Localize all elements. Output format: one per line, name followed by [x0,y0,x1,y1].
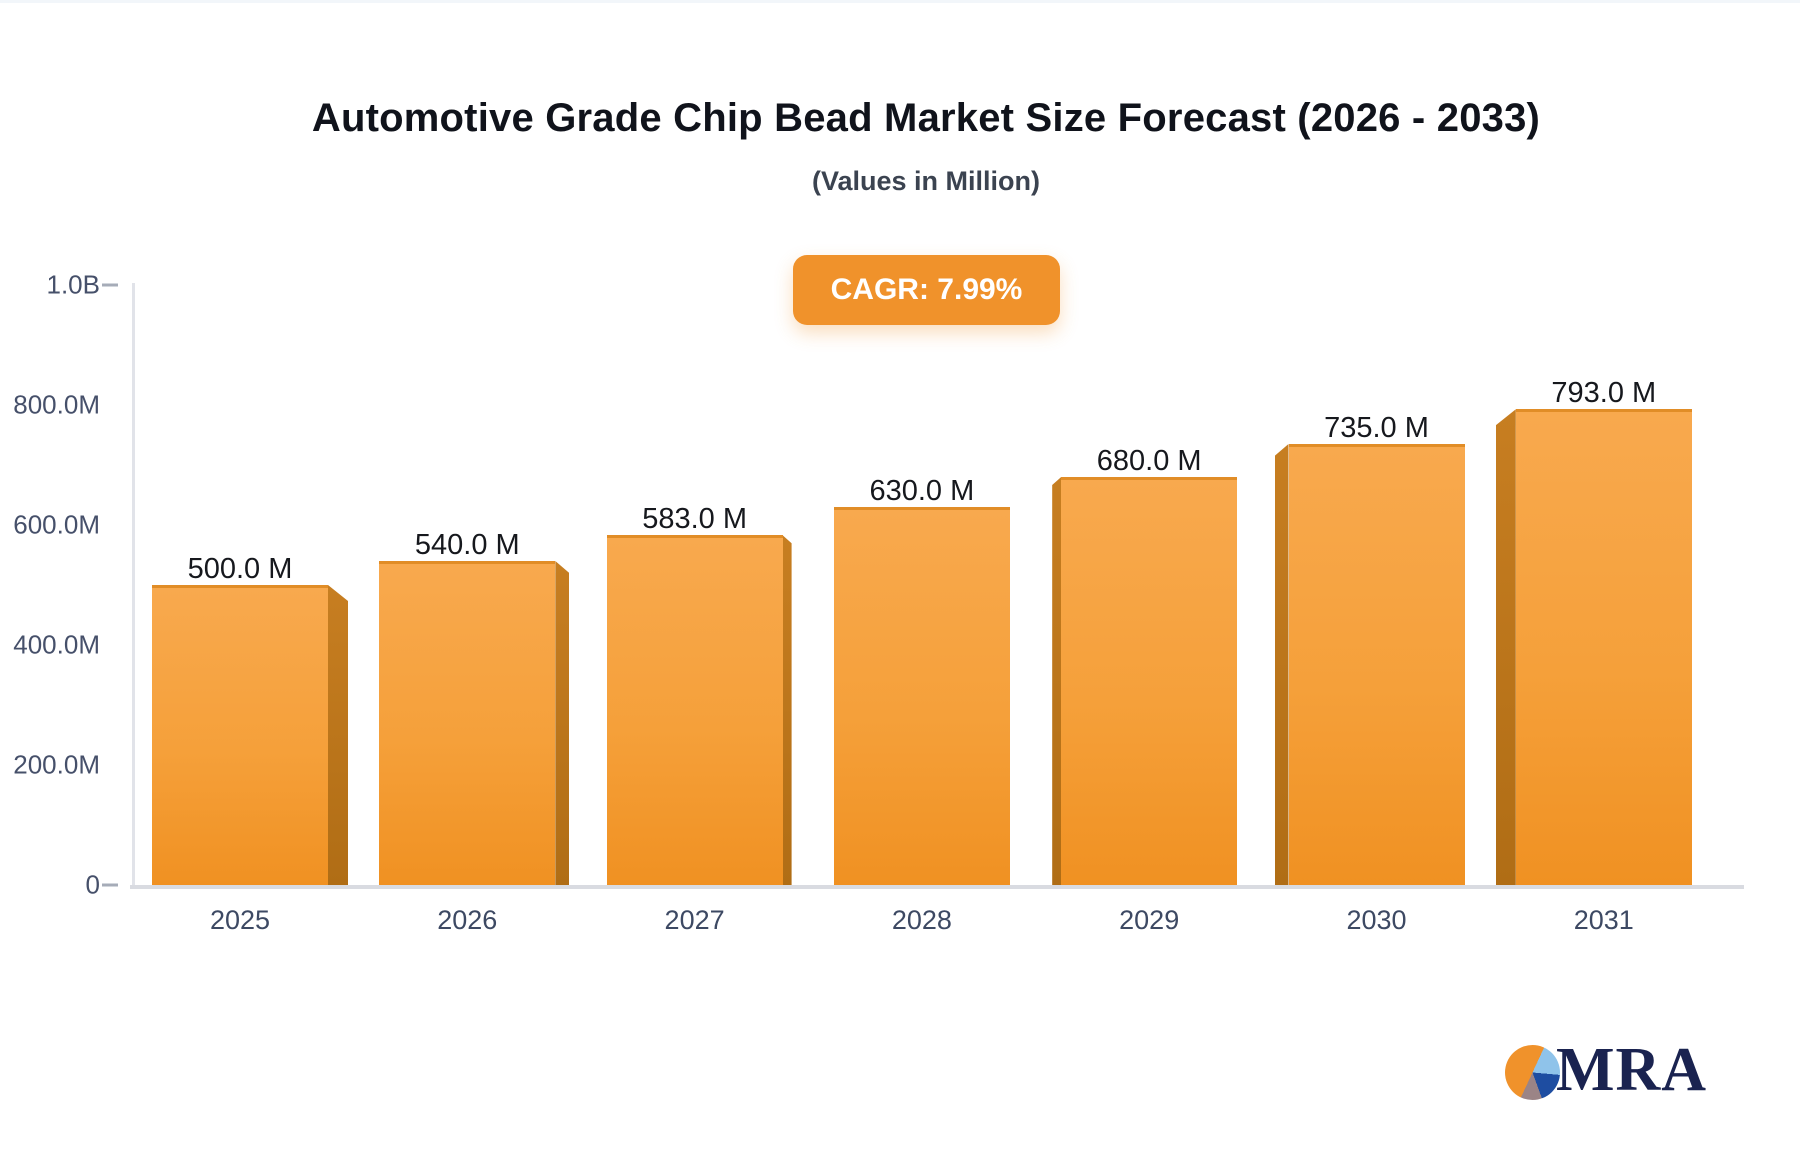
bar-2027 [606,535,783,885]
x-axis-line [130,885,1744,889]
bar-2025-side-face [328,585,348,885]
bar-2031 [1515,409,1692,885]
y-tick-label: 400.0M [13,629,100,660]
y-tick-label: 200.0M [13,749,100,780]
y-tick-label: 1.0B [46,269,101,300]
bar-2031-value-label: 793.0 M [1551,377,1657,410]
pie-chart-icon [1505,1045,1560,1100]
bar-2026-side-face [555,561,570,885]
logo-text: MRA [1556,1035,1708,1104]
x-axis-label-2025: 2025 [209,905,271,935]
cagr-badge: CAGR: 7.99% [793,255,1060,325]
bar-2030 [1288,444,1465,885]
y-tick-mark [102,283,118,287]
bar-2029-value-label: 680.0 M [1096,445,1202,477]
bar-2029-side-face [1052,477,1062,885]
bar-2030-value-label: 735.0 M [1324,412,1429,444]
bar-2028-value-label: 630.0 M [869,475,975,507]
bar-2027-value-label: 583.0 M [642,503,747,536]
bar-2026 [379,561,556,885]
cagr-badge-label: CAGR: 7.99% [830,273,1023,306]
x-axis-label-2031: 2031 [1573,905,1634,935]
y-tick-label: 600.0M [13,509,100,540]
bar-2025-value-label: 500.0 M [187,553,293,585]
chart-subtitle: (Values in Million) [811,166,1041,196]
bar-2027-side-face [782,535,792,885]
top-border-strip [0,0,1800,3]
y-axis-line [132,283,135,885]
bar-2026-value-label: 540.0 M [414,529,520,561]
x-axis-label-2029: 2029 [1119,905,1180,935]
bar-2025 [152,585,328,885]
x-axis-label-2030: 2030 [1346,905,1407,935]
bar-2028 [833,507,1010,885]
chart-title: Automotive Grade Chip Bead Market Size F… [311,96,1541,140]
y-tick-mark [102,883,118,887]
x-axis-label-2028: 2028 [891,905,952,935]
y-tick-label: 0 [85,869,100,900]
bar-2031-side-face [1495,409,1516,885]
x-axis-label-2027: 2027 [664,905,725,935]
y-tick-label: 800.0M [13,389,100,420]
bar-2030-side-face [1274,444,1289,885]
x-axis-label-2026: 2026 [437,905,498,935]
brand-logo: MRA [1505,1036,1707,1104]
bar-2029 [1061,477,1238,885]
